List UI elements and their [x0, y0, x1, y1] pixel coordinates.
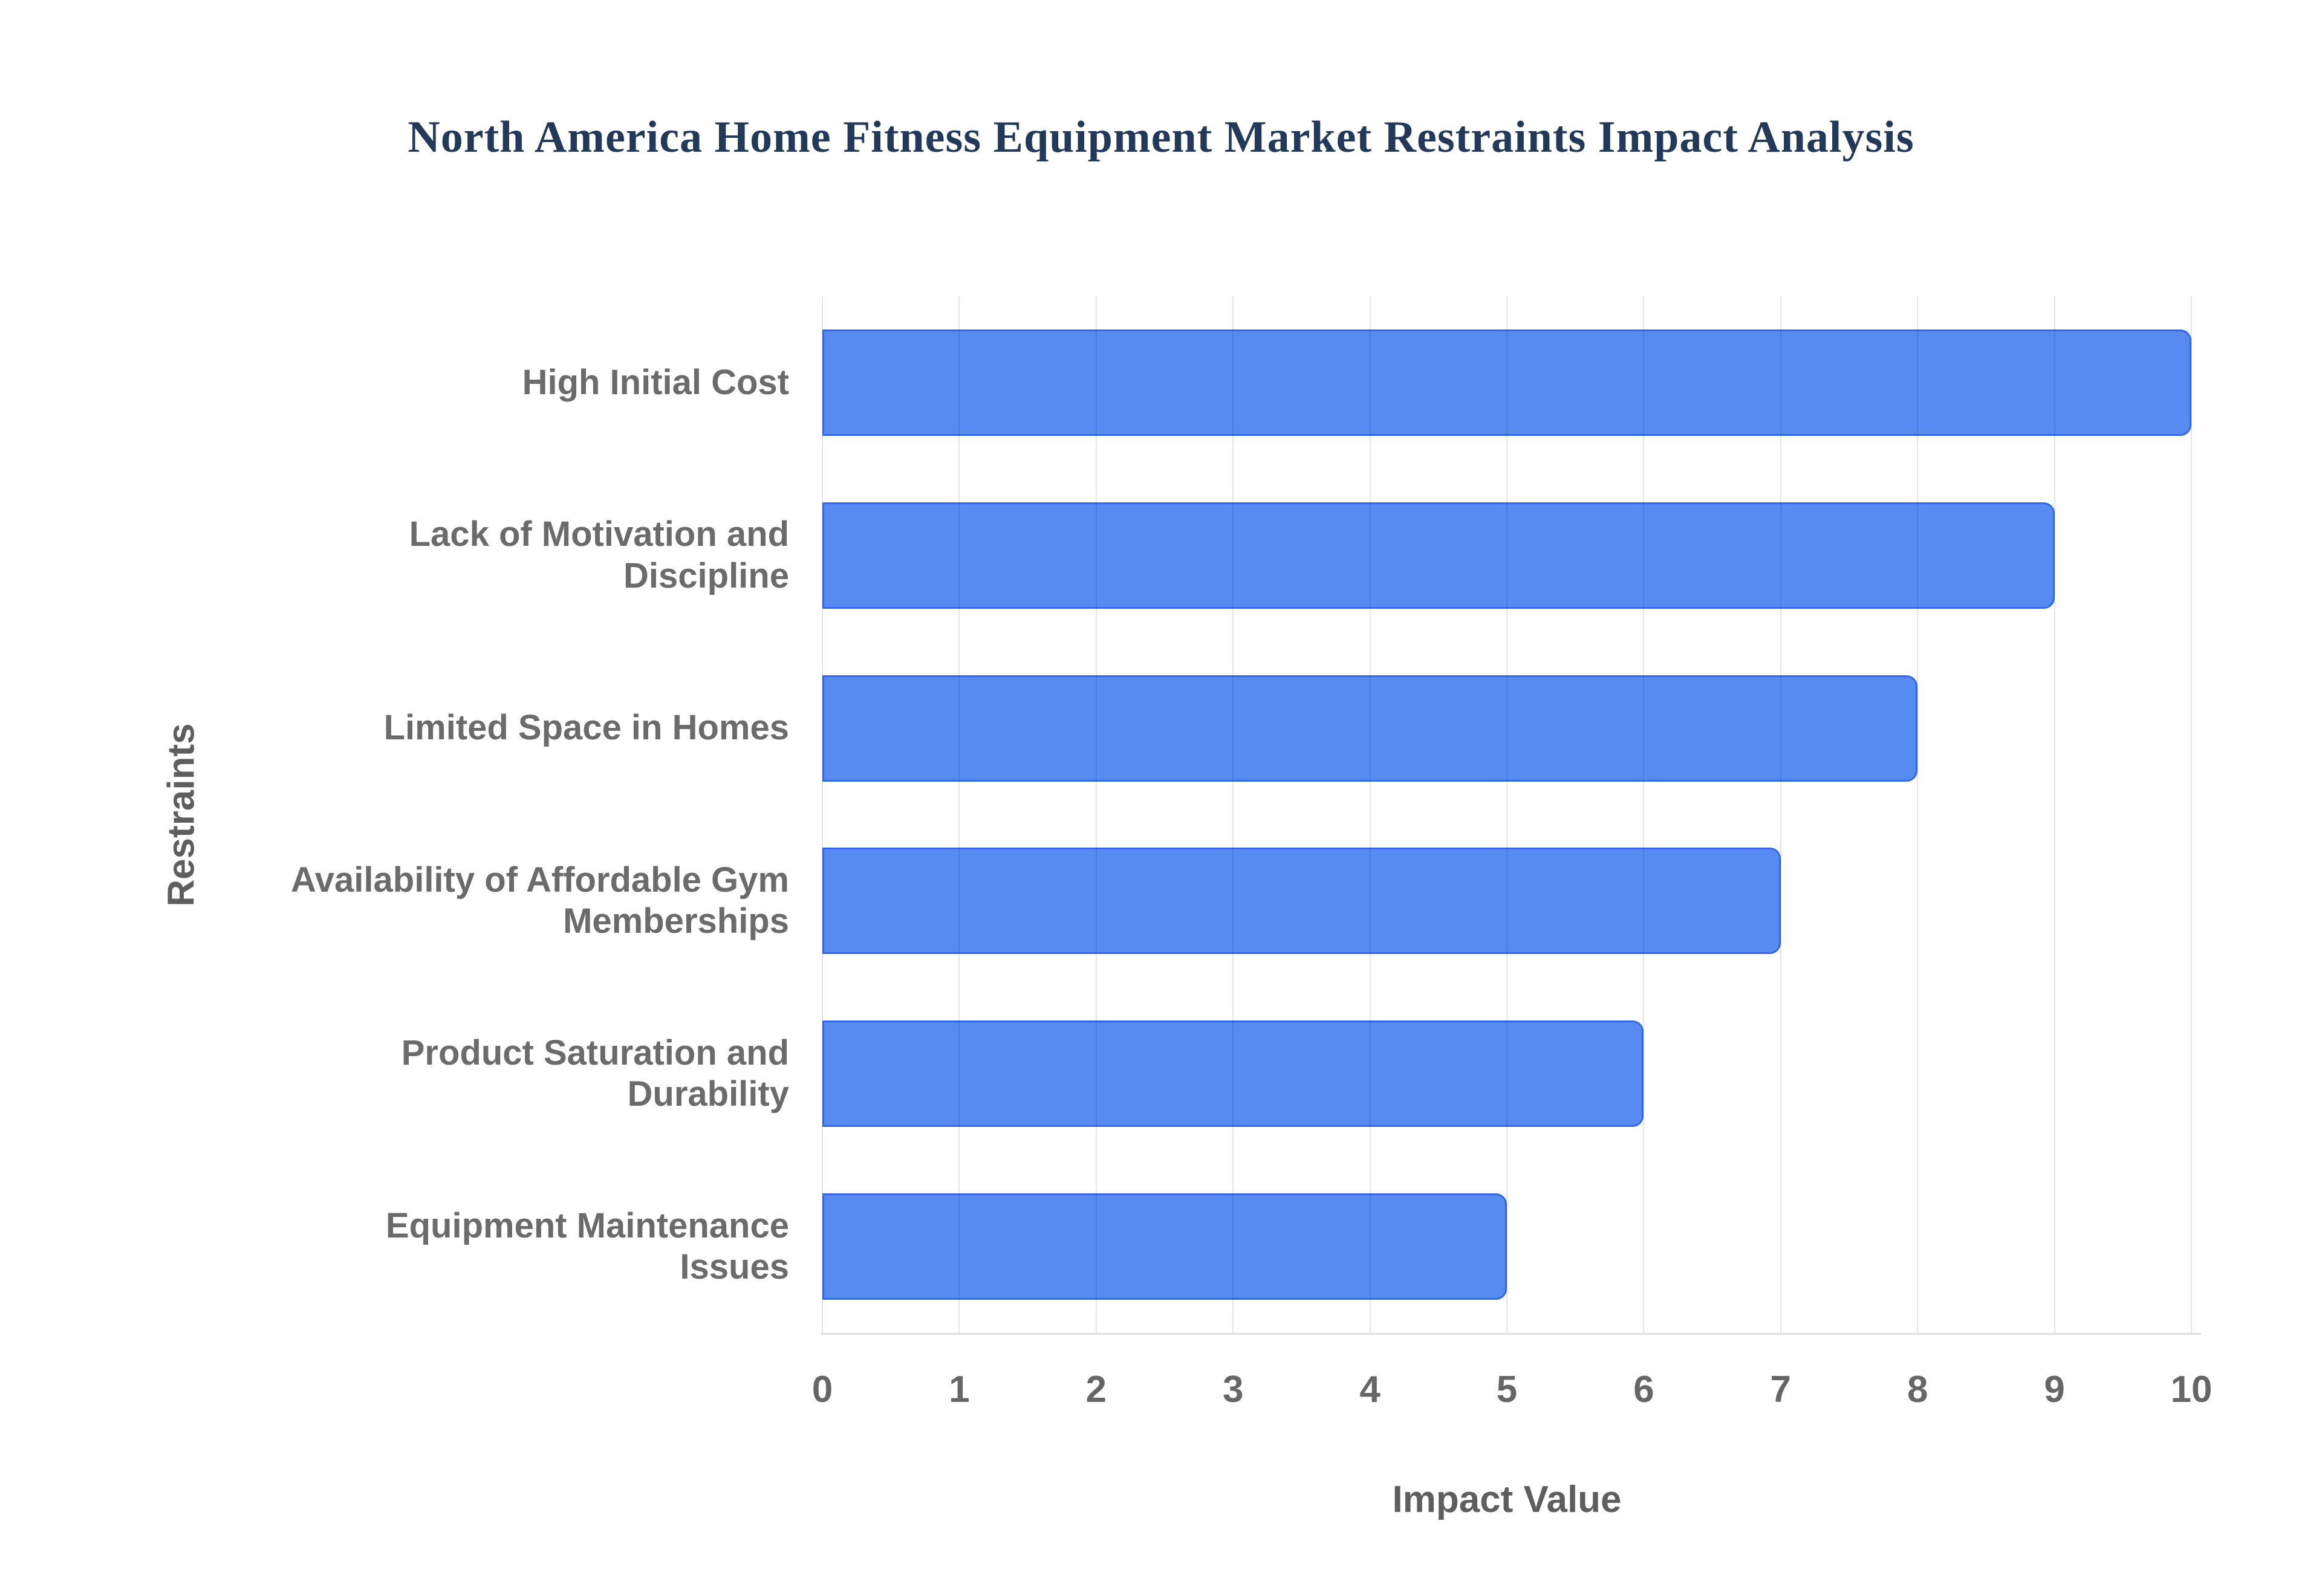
- bar-2[interactable]: [822, 675, 1918, 782]
- bar-4[interactable]: [822, 1020, 1644, 1127]
- x-tick-label-3: 3: [1222, 1369, 1244, 1410]
- category-label-row-2: Limited Space in Homes: [275, 642, 789, 815]
- category-label-row-0: High Initial Cost: [275, 296, 789, 469]
- plot-area: 0 1 2 3 4 5 6 7 8 9 10: [812, 296, 2212, 1409]
- x-tick-label-1: 1: [949, 1369, 970, 1410]
- x-tick-label-4: 4: [1359, 1369, 1381, 1410]
- category-label-row-5: Equipment Maintenance Issues: [275, 1160, 789, 1333]
- x-tick-label-6: 6: [1633, 1369, 1654, 1410]
- gridline-x-3: [1232, 296, 1234, 1333]
- bar-0[interactable]: [822, 329, 2191, 436]
- gridline-x-10: [2191, 296, 2192, 1333]
- y-axis-title: Restraints: [160, 723, 203, 907]
- x-tick-label-8: 8: [1907, 1369, 1928, 1410]
- category-label-row-3: Availability of Affordable Gym Membershi…: [275, 815, 789, 988]
- chart-title: North America Home Fitness Equipment Mar…: [408, 112, 1914, 162]
- gridline-x-2: [1095, 296, 1097, 1333]
- gridline-x-1: [958, 296, 960, 1333]
- category-label-row-4: Product Saturation and Durability: [275, 987, 789, 1160]
- gridline-x-4: [1369, 296, 1371, 1333]
- category-label-row-1: Lack of Motivation and Discipline: [275, 469, 789, 642]
- gridline-x-0: [822, 296, 823, 1333]
- gridline-x-7: [1780, 296, 1781, 1333]
- x-tick-label-10: 10: [2170, 1369, 2213, 1410]
- category-label-4: Product Saturation and Durability: [401, 1033, 789, 1114]
- category-label-3: Availability of Affordable Gym Membershi…: [291, 860, 789, 941]
- category-label-1: Lack of Motivation and Discipline: [409, 514, 789, 595]
- category-label-2: Limited Space in Homes: [383, 708, 789, 748]
- x-tick-label-9: 9: [2044, 1369, 2065, 1410]
- x-tick-label-5: 5: [1496, 1369, 1518, 1410]
- x-tick-label-0: 0: [811, 1369, 833, 1410]
- gridline-x-6: [1643, 296, 1645, 1333]
- x-tick-label-7: 7: [1770, 1369, 1792, 1410]
- category-axis: High Initial Cost Lack of Motivation and …: [275, 296, 789, 1333]
- gridline-x-8: [1917, 296, 1919, 1333]
- gridline-x-5: [1506, 296, 1507, 1333]
- bar-1[interactable]: [822, 502, 2055, 609]
- category-label-0: High Initial Cost: [522, 362, 789, 402]
- category-label-5: Equipment Maintenance Issues: [385, 1205, 789, 1287]
- gridline-x-9: [2054, 296, 2055, 1333]
- bar-3[interactable]: [822, 848, 1781, 955]
- x-tick-label-2: 2: [1085, 1369, 1107, 1410]
- bar-5[interactable]: [822, 1193, 1507, 1300]
- x-axis-line: [821, 1333, 2201, 1335]
- x-axis-title: Impact Value: [1392, 1479, 1622, 1520]
